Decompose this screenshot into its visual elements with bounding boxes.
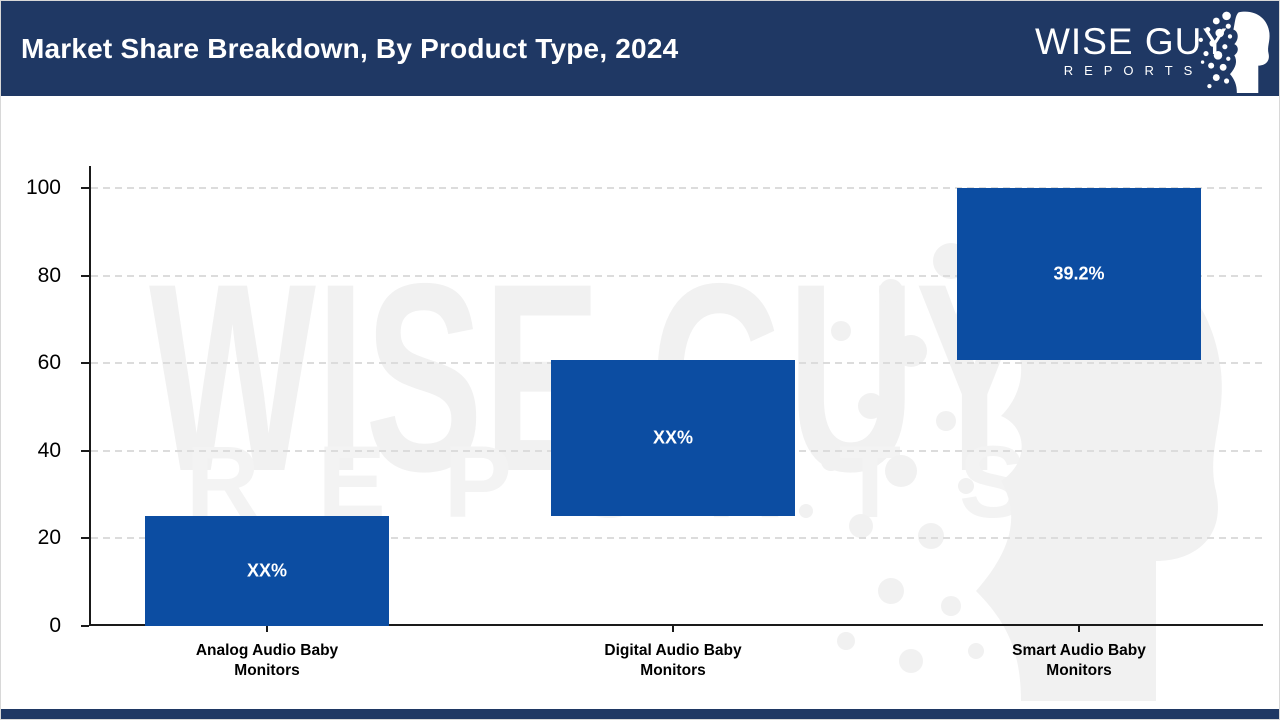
y-axis-tick — [81, 537, 89, 540]
y-axis-tick — [81, 449, 89, 452]
grid-line — [91, 186, 1263, 189]
bar: 39.2% — [957, 187, 1201, 360]
y-tick-label: 0 — [49, 614, 61, 637]
x-axis-tick — [266, 626, 268, 632]
x-category-label: Smart Audio Baby Monitors — [1012, 642, 1146, 679]
bar-value-label: 39.2% — [1053, 263, 1105, 284]
y-tick-label: 60 — [37, 351, 61, 375]
y-tick-label: 40 — [37, 438, 61, 462]
logo-wordmark: WISE GUY — [1035, 21, 1229, 62]
bar-value-label: XX% — [246, 560, 288, 581]
x-axis-tick — [1078, 626, 1080, 632]
x-category-label: Analog Audio Baby Monitors — [195, 642, 339, 679]
x-category-label: Digital Audio Baby Monitors — [604, 642, 742, 679]
bar: XX% — [145, 516, 389, 626]
grid-line — [91, 274, 1263, 277]
bar: XX% — [551, 359, 795, 517]
y-axis-tick — [81, 274, 89, 277]
y-axis-tick — [81, 625, 89, 627]
bar-value-label: XX% — [652, 427, 694, 448]
y-tick-label: 100 — [25, 175, 61, 199]
chart-title: Market Share Breakdown, By Product Type,… — [21, 32, 679, 64]
logo-face-icon — [1187, 9, 1273, 98]
plot-area: 0 20 40 60 80 100 XX% Analog Audio Baby Monitors… — [26, 166, 1263, 679]
y-axis-tick — [81, 362, 89, 365]
y-axis-tick — [81, 186, 89, 189]
logo-text: WISE GUY REPORTS — [1035, 21, 1229, 79]
header-band: Market Share Breakdown, By Product Type,… — [1, 1, 1279, 96]
y-tick-label: 80 — [37, 263, 61, 287]
logo-subtext: REPORTS — [1063, 63, 1204, 78]
x-axis-tick — [672, 626, 674, 632]
grid-line — [91, 537, 1263, 540]
y-tick-label: 20 — [37, 526, 61, 550]
footer-band — [1, 709, 1279, 719]
wise-guy-logo: WISE GUY REPORTS — [1007, 7, 1270, 94]
